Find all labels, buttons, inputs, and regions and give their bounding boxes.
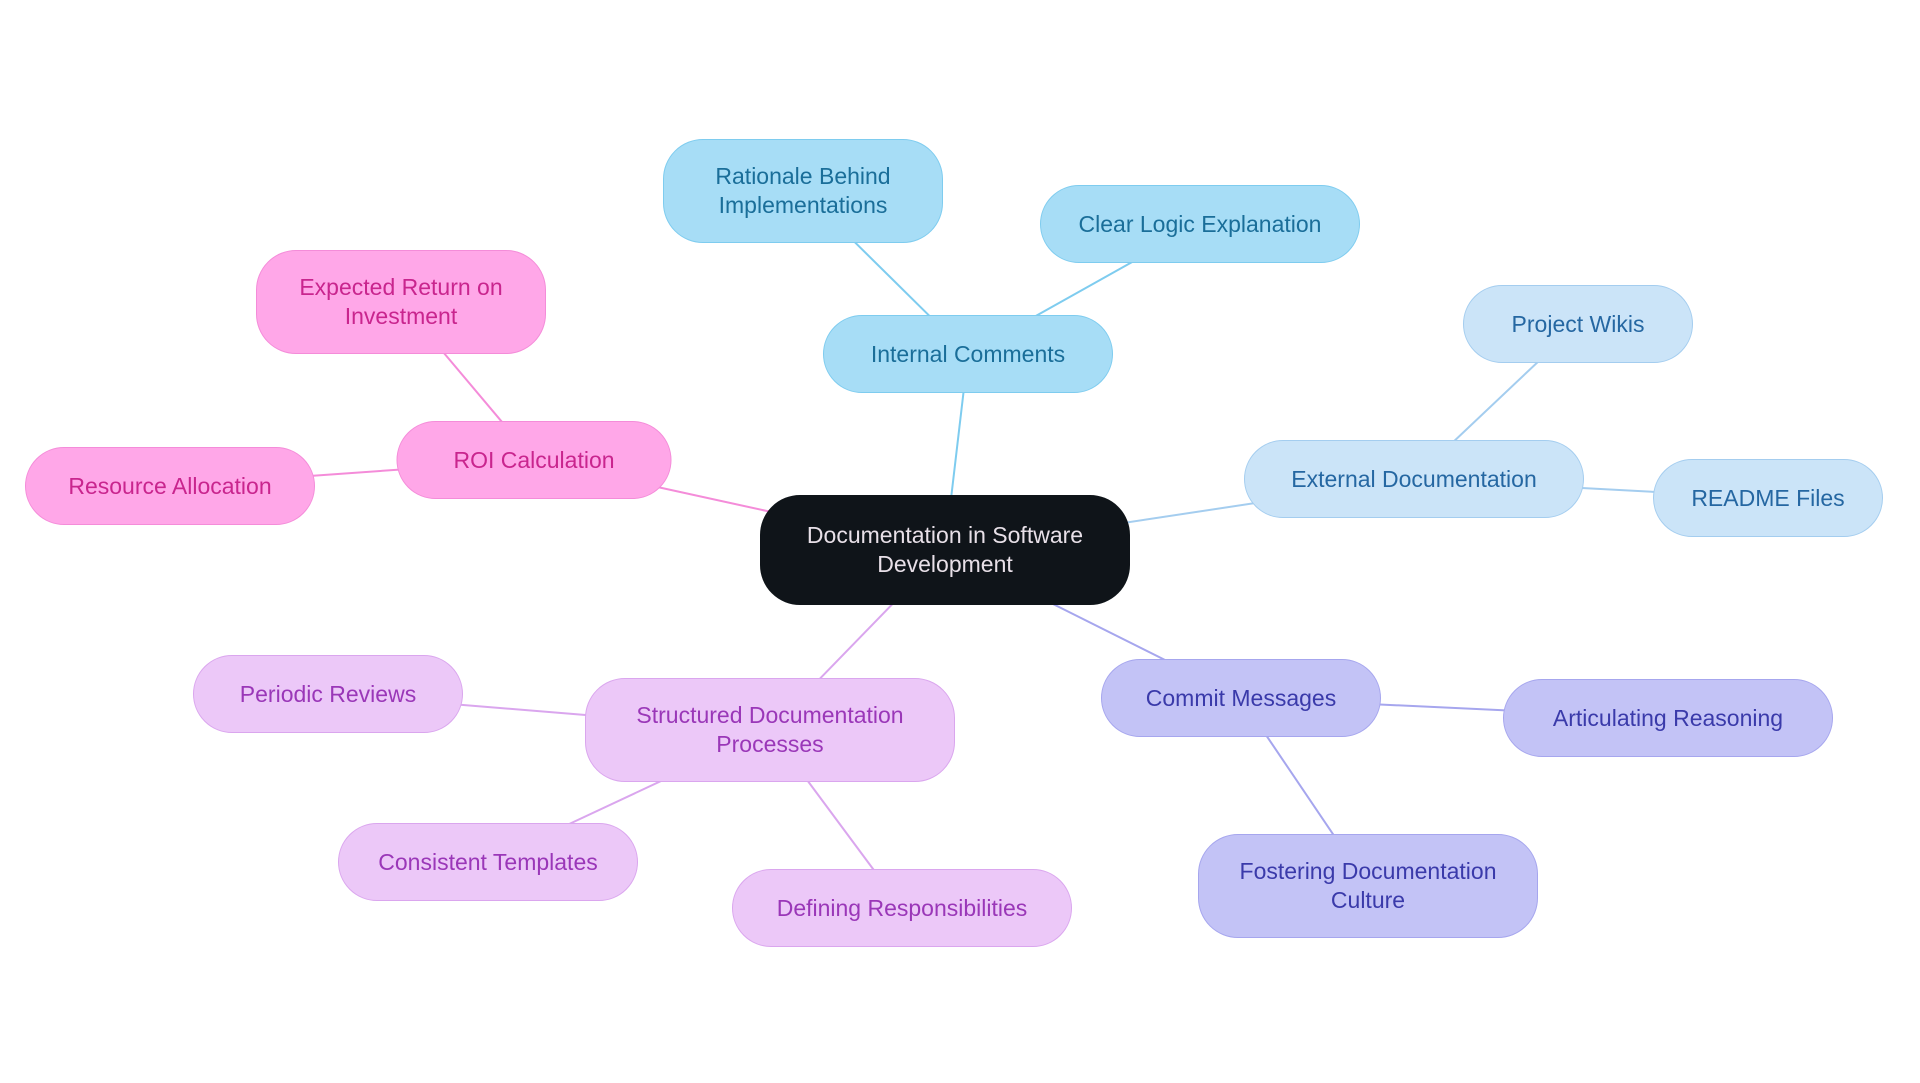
node-com-1: Articulating Reasoning <box>1503 679 1833 757</box>
node-int-2: Clear Logic Explanation <box>1040 185 1360 263</box>
node-s-3: Defining Responsibilities <box>732 869 1072 947</box>
node-label: Resource Allocation <box>68 472 271 501</box>
node-label: Internal Comments <box>871 340 1065 369</box>
node-commit: Commit Messages <box>1101 659 1381 737</box>
node-internal: Internal Comments <box>823 315 1113 393</box>
node-label: Commit Messages <box>1146 684 1336 713</box>
node-center: Documentation in Software Development <box>760 495 1130 605</box>
node-external: External Documentation <box>1244 440 1584 518</box>
node-ext-1: Project Wikis <box>1463 285 1693 363</box>
node-ext-2: README Files <box>1653 459 1883 537</box>
node-label: Rationale Behind Implementations <box>715 162 890 220</box>
node-label: Documentation in Software Development <box>807 521 1083 579</box>
node-label: Fostering Documentation Culture <box>1240 857 1497 915</box>
node-label: Project Wikis <box>1512 310 1645 339</box>
node-label: Expected Return on Investment <box>299 273 502 331</box>
node-label: External Documentation <box>1291 465 1536 494</box>
node-label: ROI Calculation <box>453 446 614 475</box>
node-int-1: Rationale Behind Implementations <box>663 139 943 243</box>
node-s-2: Consistent Templates <box>338 823 638 901</box>
node-roi-1: Expected Return on Investment <box>256 250 546 354</box>
node-s-1: Periodic Reviews <box>193 655 463 733</box>
node-label: README Files <box>1691 484 1844 513</box>
node-label: Clear Logic Explanation <box>1079 210 1322 239</box>
node-struct: Structured Documentation Processes <box>585 678 955 782</box>
node-label: Articulating Reasoning <box>1553 704 1783 733</box>
node-label: Periodic Reviews <box>240 680 416 709</box>
node-roi-2: Resource Allocation <box>25 447 315 525</box>
node-roi: ROI Calculation <box>397 421 672 499</box>
node-label: Structured Documentation Processes <box>636 701 903 759</box>
node-label: Defining Responsibilities <box>777 894 1028 923</box>
node-label: Consistent Templates <box>378 848 597 877</box>
node-com-2: Fostering Documentation Culture <box>1198 834 1538 938</box>
